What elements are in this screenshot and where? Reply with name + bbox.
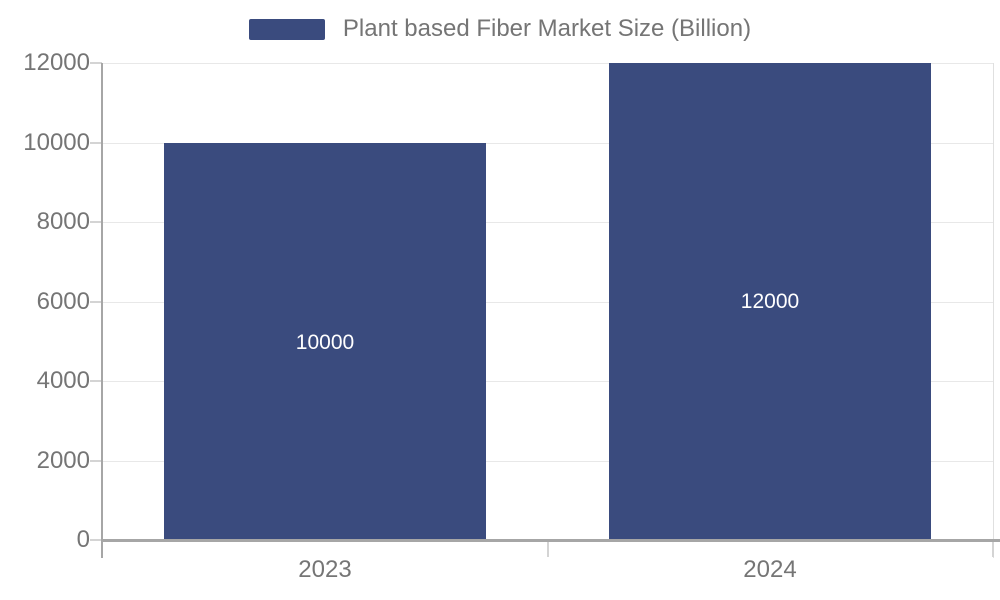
x-axis-label-2023: 2023 (298, 556, 352, 583)
x-axis-tick (992, 540, 994, 557)
y-axis-label: 6000 (36, 288, 90, 315)
y-axis-tick (90, 460, 102, 462)
x-axis-label-2024: 2024 (743, 556, 797, 583)
legend-swatch (248, 18, 325, 40)
y-axis-label: 4000 (36, 367, 90, 394)
bar-2023[interactable]: 10000 (164, 143, 486, 541)
bar-value-label: 10000 (295, 330, 355, 354)
legend-label: Plant based Fiber Market Size (Billion) (342, 15, 752, 42)
gridline (102, 381, 993, 382)
y-axis-label: 0 (76, 526, 90, 553)
y-axis-label: 12000 (23, 49, 90, 76)
y-axis-tick (90, 142, 102, 144)
y-axis-tick (90, 539, 102, 541)
x-axis-line (102, 539, 1000, 542)
gridline (102, 222, 993, 223)
legend-item[interactable]: Plant based Fiber Market Size (Billion) (248, 15, 752, 42)
bar-2024[interactable]: 12000 (609, 63, 931, 540)
legend: Plant based Fiber Market Size (Billion) (0, 17, 1000, 41)
gridline (102, 143, 993, 144)
gridline (102, 302, 993, 303)
bar-value-label: 12000 (740, 290, 800, 313)
y-axis-tick (90, 62, 102, 64)
gridline (102, 63, 993, 64)
y-axis-label: 2000 (36, 447, 90, 474)
y-axis-label: 10000 (23, 129, 90, 156)
y-axis-tick (90, 221, 102, 223)
y-axis-tick (90, 301, 102, 303)
y-axis-label: 8000 (36, 208, 90, 235)
x-axis-tick (547, 540, 549, 557)
y-axis-line (101, 63, 103, 558)
plot-border (993, 63, 994, 558)
gridline (102, 461, 993, 462)
y-axis-tick (90, 380, 102, 382)
